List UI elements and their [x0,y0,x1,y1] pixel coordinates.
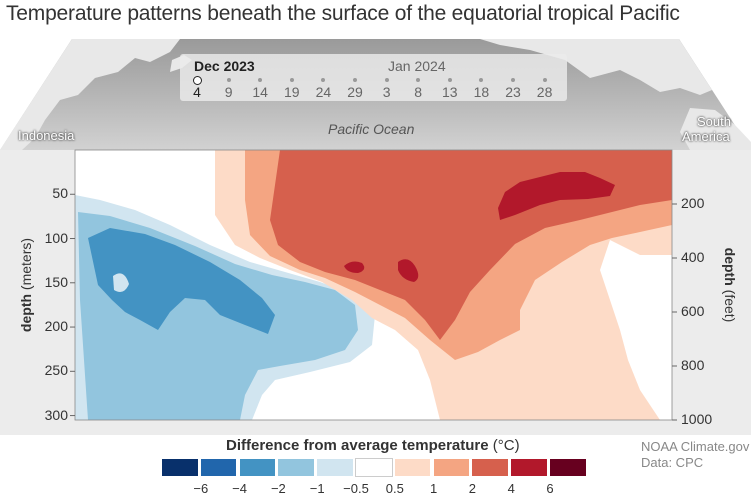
timeline-dot[interactable] [447,78,452,82]
left-tick-label: 300 [44,406,68,423]
chart-title: Temperature patterns beneath the surface… [6,2,680,25]
legend-label: 0.5 [385,481,404,496]
credit: NOAA Climate.gov Data: CPC [641,439,749,471]
timeline-dot[interactable] [479,78,484,82]
timeline-day-label[interactable]: 19 [284,84,300,100]
timeline-dot[interactable] [226,78,231,82]
right-tick-label: 400 [681,249,705,265]
legend-label: 1 [429,481,438,496]
timeline-dot[interactable] [542,78,547,82]
timeline-day-label[interactable]: 8 [414,84,423,100]
timeline-dot[interactable] [511,78,515,82]
indonesia-label: Indonesia [18,128,75,143]
timeline-dot[interactable] [384,78,389,82]
left-tick-label: 100 [44,229,68,246]
legend-swatch [511,459,547,476]
legend-swatch [317,459,353,476]
right-tick-label: 1000 [681,411,713,427]
legend-swatch [433,459,470,476]
legend-label: 6 [546,481,554,496]
legend-label: −4 [232,481,247,496]
legend-swatch [162,459,198,476]
timeline-day-label[interactable]: 4 [193,84,201,100]
timeline-day-label[interactable]: 24 [315,84,332,100]
right-tick-label: 800 [681,357,705,373]
legend-label: 4 [507,481,515,496]
timeline-month-jan: Jan 2024 [388,58,446,74]
credit-data: Data: CPC [641,455,704,470]
timeline-day-label[interactable]: 13 [442,84,458,100]
right-tick-label: 600 [681,303,705,319]
credit-source: NOAA Climate.gov [641,439,750,454]
legend-label: −2 [270,481,286,496]
timeline-dot[interactable] [353,78,357,82]
legend-title: Difference from average temperature (°C) [226,437,520,454]
legend-title-unit: (°C) [492,437,520,454]
right-tick-label: 200 [681,195,705,211]
timeline-day-label[interactable]: 23 [505,84,521,100]
timeline-day-label[interactable]: 28 [536,84,553,100]
south-america-label-1: South [697,114,731,129]
left-axis-title: depth (meters) [18,238,34,332]
timeline-dot[interactable] [289,78,294,82]
south-america-label-2: America [682,129,730,144]
contour-warm-4-center [344,261,365,273]
contour-cool-2 [88,228,275,334]
timeline-day-label[interactable]: 18 [473,84,490,100]
asia-landmass [0,39,180,150]
left-tick-label: 250 [44,362,68,379]
left-tick-label: 200 [44,318,68,335]
right-axis-title: depth (feet) [722,248,738,323]
timeline-day-label[interactable]: 29 [347,84,363,100]
left-tick-label: 50 [52,185,68,202]
left-tick-marks [70,193,75,417]
right-tick-marks [672,203,677,421]
timeline-dot[interactable] [416,78,421,82]
contour-warm-4-east [498,172,615,220]
date-timeline[interactable]: Dec 2023 Jan 2024 4 9 14 19 24 29 3 8 13 18 23 28 [180,54,567,101]
legend-swatch [200,459,237,476]
legend-label: 2 [468,481,476,496]
timeline-dot[interactable] [192,75,202,85]
legend-swatch [278,459,314,476]
timeline-day-label[interactable]: 9 [224,84,233,100]
south-america-landmass [680,108,751,150]
legend-swatch [355,458,393,477]
contour-cool-hole [113,273,129,292]
timeline-day-label[interactable]: 3 [382,84,391,100]
legend-label: −0.5 [343,481,369,496]
left-axis-title-bold: depth [18,293,34,333]
timeline-dot[interactable] [321,78,326,82]
pacific-ocean-label: Pacific Ocean [328,121,415,137]
timeline-dot[interactable] [258,78,263,82]
legend-swatch [550,459,586,476]
legend-label: −6 [193,481,209,496]
plot-border [74,149,673,421]
legend-swatch [472,459,508,476]
north-america-landmass [480,39,712,95]
right-axis-title-bold: depth [722,247,738,286]
legend-swatch [394,459,431,476]
contour-warm-4-center-2 [398,259,419,282]
right-axis-title-unit: (feet) [722,289,738,323]
timeline-month-dec: Dec 2023 [194,58,255,74]
legend-swatch [239,459,276,476]
legend-label: −1 [309,481,325,496]
left-tick-label: 150 [44,273,68,290]
timeline-day-label[interactable]: 14 [252,84,268,100]
left-axis-title-unit: (meters) [18,237,34,291]
legend-title-text: Difference from average temperature [226,437,489,454]
